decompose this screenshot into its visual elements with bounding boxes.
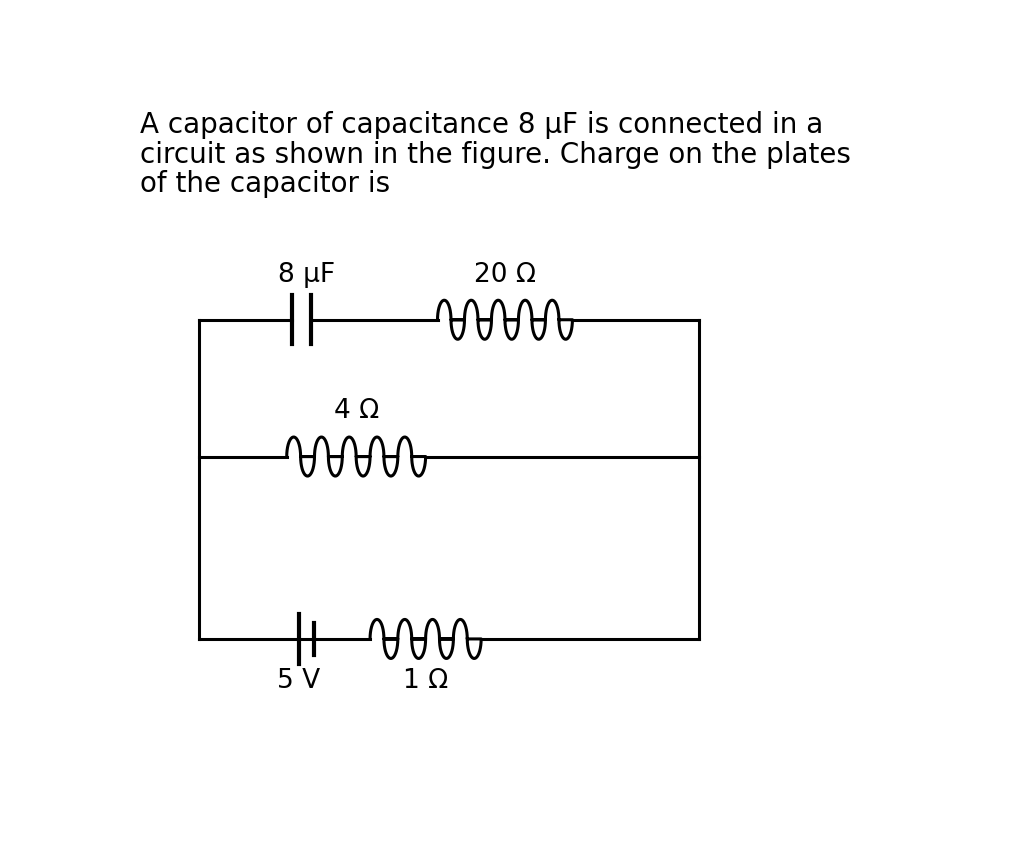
Text: circuit as shown in the figure. Charge on the plates: circuit as shown in the figure. Charge o… <box>140 140 851 168</box>
Text: 5 V: 5 V <box>278 668 321 695</box>
Text: of the capacitor is: of the capacitor is <box>140 170 390 198</box>
Text: 4 Ω: 4 Ω <box>334 398 379 424</box>
Text: 8 μF: 8 μF <box>278 262 335 288</box>
Text: A capacitor of capacitance 8 μF is connected in a: A capacitor of capacitance 8 μF is conne… <box>140 112 823 140</box>
Text: 1 Ω: 1 Ω <box>403 668 449 695</box>
Text: 20 Ω: 20 Ω <box>474 262 536 288</box>
